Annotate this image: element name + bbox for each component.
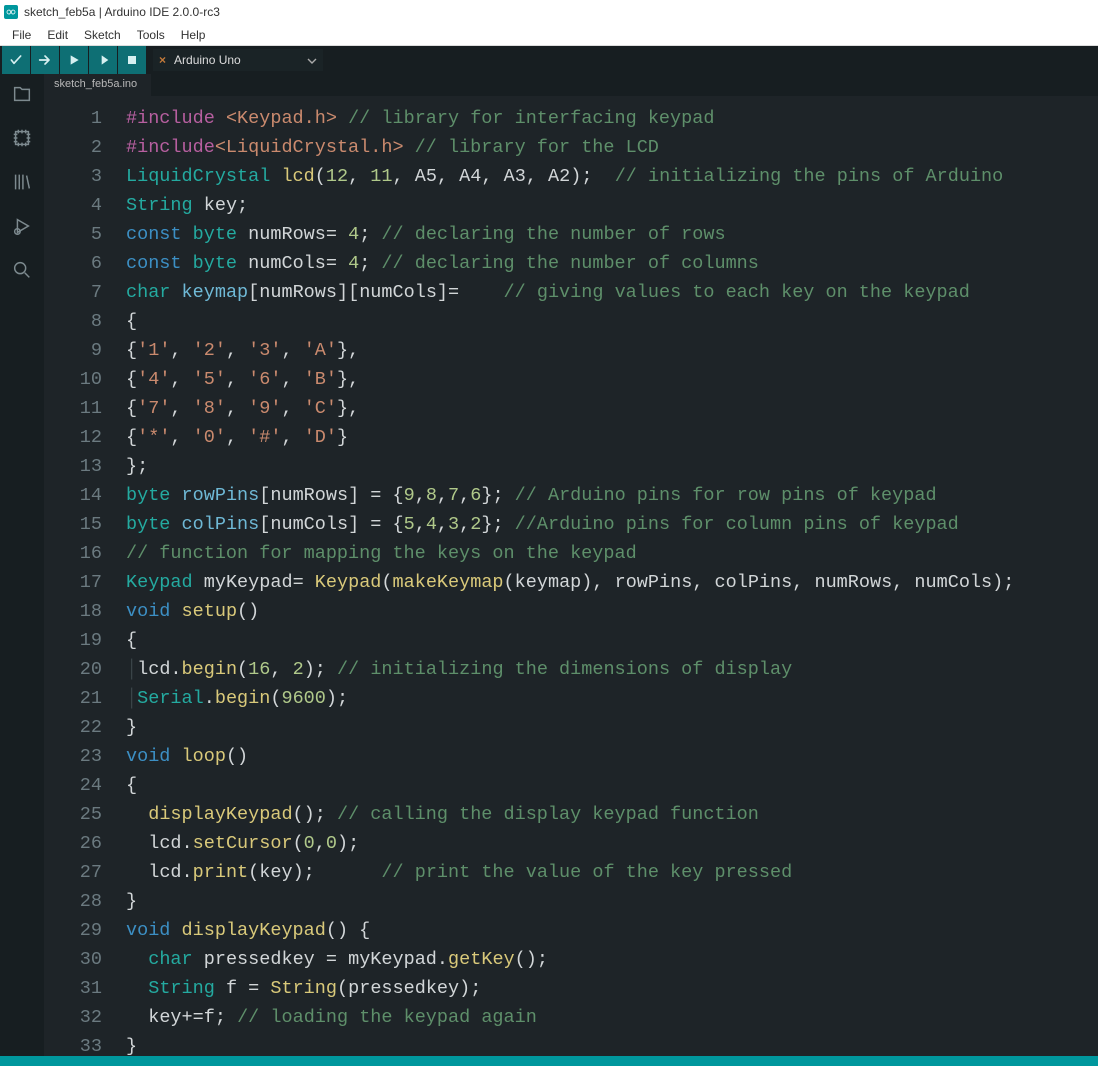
debug-stop-button[interactable] [118,46,146,74]
menu-help[interactable]: Help [173,28,214,42]
upload-button[interactable] [31,46,59,74]
boards-manager-icon[interactable] [8,124,36,152]
board-name: Arduino Uno [174,53,241,67]
debug-step-button[interactable] [89,46,117,74]
code-editor[interactable]: 1234567891011121314151617181920212223242… [44,96,1098,1056]
board-warning-icon: × [159,53,166,67]
window-title: sketch_feb5a | Arduino IDE 2.0.0-rc3 [24,5,220,19]
chevron-down-icon [307,53,317,67]
search-icon[interactable] [8,256,36,284]
code-content[interactable]: #include <Keypad.h> // library for inter… [120,96,1098,1056]
editor-tabs: sketch_feb5a.ino [44,74,1098,96]
board-selector[interactable]: × Arduino Uno [153,49,323,71]
menu-file[interactable]: File [4,28,39,42]
menu-edit[interactable]: Edit [39,28,76,42]
toolbar: × Arduino Uno [0,46,1098,74]
explorer-icon[interactable] [8,80,36,108]
menu-tools[interactable]: Tools [129,28,173,42]
library-manager-icon[interactable] [8,168,36,196]
titlebar: sketch_feb5a | Arduino IDE 2.0.0-rc3 [0,0,1098,24]
app-logo-icon [4,5,18,19]
status-bar [0,1056,1098,1066]
debug-play-button[interactable] [60,46,88,74]
debug-icon[interactable] [8,212,36,240]
line-numbers: 1234567891011121314151617181920212223242… [44,96,120,1056]
editor-tab[interactable]: sketch_feb5a.ino [44,74,151,96]
menubar: File Edit Sketch Tools Help [0,24,1098,46]
verify-button[interactable] [2,46,30,74]
menu-sketch[interactable]: Sketch [76,28,129,42]
activity-bar [0,74,44,1056]
